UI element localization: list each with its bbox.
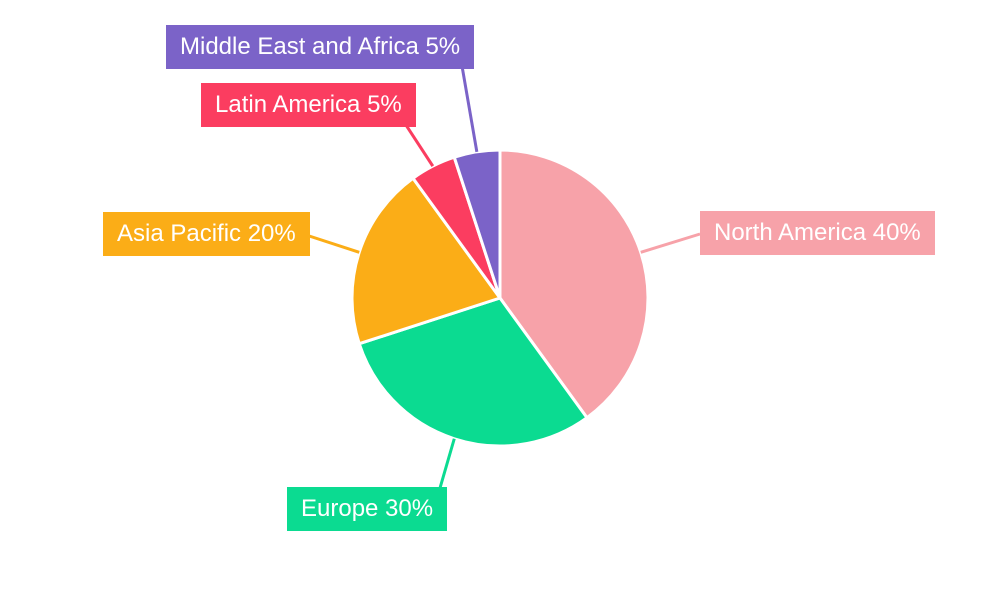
pie-label-middle-east-and-africa: Middle East and Africa 5% [166,25,475,69]
pie-leader-line-north-america [640,232,701,254]
pie-leader-line-middle-east-and-africa [460,65,479,153]
pie-leader-line-europe [438,438,456,489]
pie-slice-north-america [498,148,650,420]
pie-leader-line-latin-america [402,121,435,167]
pie-slice-middle-east-and-africa [452,148,502,300]
pie-leader-line-asia-pacific [299,231,360,254]
pie-label-north-america: North America 40% [700,211,935,255]
pie-label-latin-america: Latin America 5% [201,83,416,127]
pie-label-asia-pacific: Asia Pacific 20% [103,212,310,256]
pie-slice-asia-pacific [350,176,502,346]
pie-slice-europe [357,296,589,448]
pie-label-europe: Europe 30% [287,487,448,531]
